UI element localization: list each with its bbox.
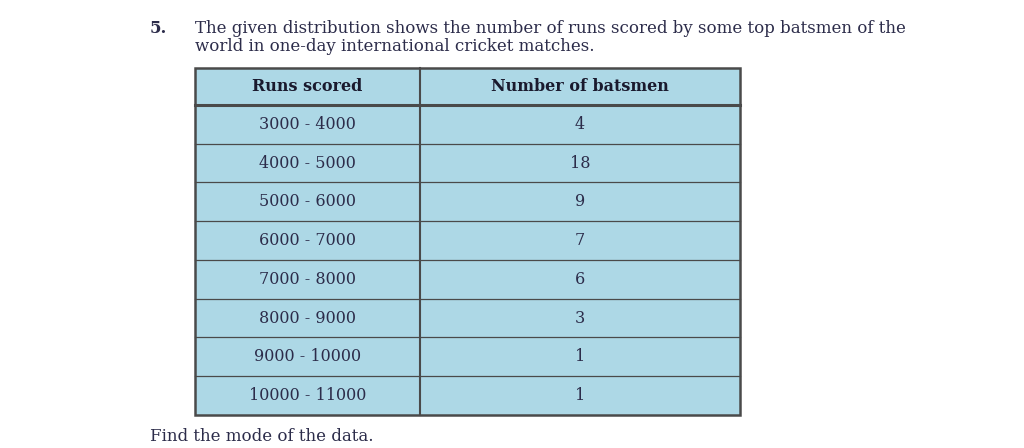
Text: 6: 6 [574,271,585,288]
Text: 9000 - 10000: 9000 - 10000 [254,349,361,366]
Text: Find the mode of the data.: Find the mode of the data. [150,428,374,445]
Text: 3: 3 [574,310,585,327]
Text: 10000 - 11000: 10000 - 11000 [249,387,367,404]
Text: Number of batsmen: Number of batsmen [492,78,669,95]
Text: 7: 7 [574,232,585,249]
Text: 3000 - 4000: 3000 - 4000 [259,116,356,133]
Bar [195,68,740,415]
Text: 1: 1 [574,387,585,404]
Text: 4: 4 [574,116,585,133]
Text: 9: 9 [574,194,585,211]
Text: 1: 1 [574,349,585,366]
Text: The given distribution shows the number of runs scored by some top batsmen of th: The given distribution shows the number … [195,20,906,37]
Text: 5000 - 6000: 5000 - 6000 [259,194,356,211]
Text: 5.: 5. [150,20,167,37]
Text: 18: 18 [569,155,590,172]
Text: 4000 - 5000: 4000 - 5000 [259,155,356,172]
Text: Runs scored: Runs scored [252,78,362,95]
Text: world in one-day international cricket matches.: world in one-day international cricket m… [195,38,595,55]
Text: 8000 - 9000: 8000 - 9000 [259,310,356,327]
Text: 6000 - 7000: 6000 - 7000 [259,232,356,249]
Text: 7000 - 8000: 7000 - 8000 [259,271,356,288]
